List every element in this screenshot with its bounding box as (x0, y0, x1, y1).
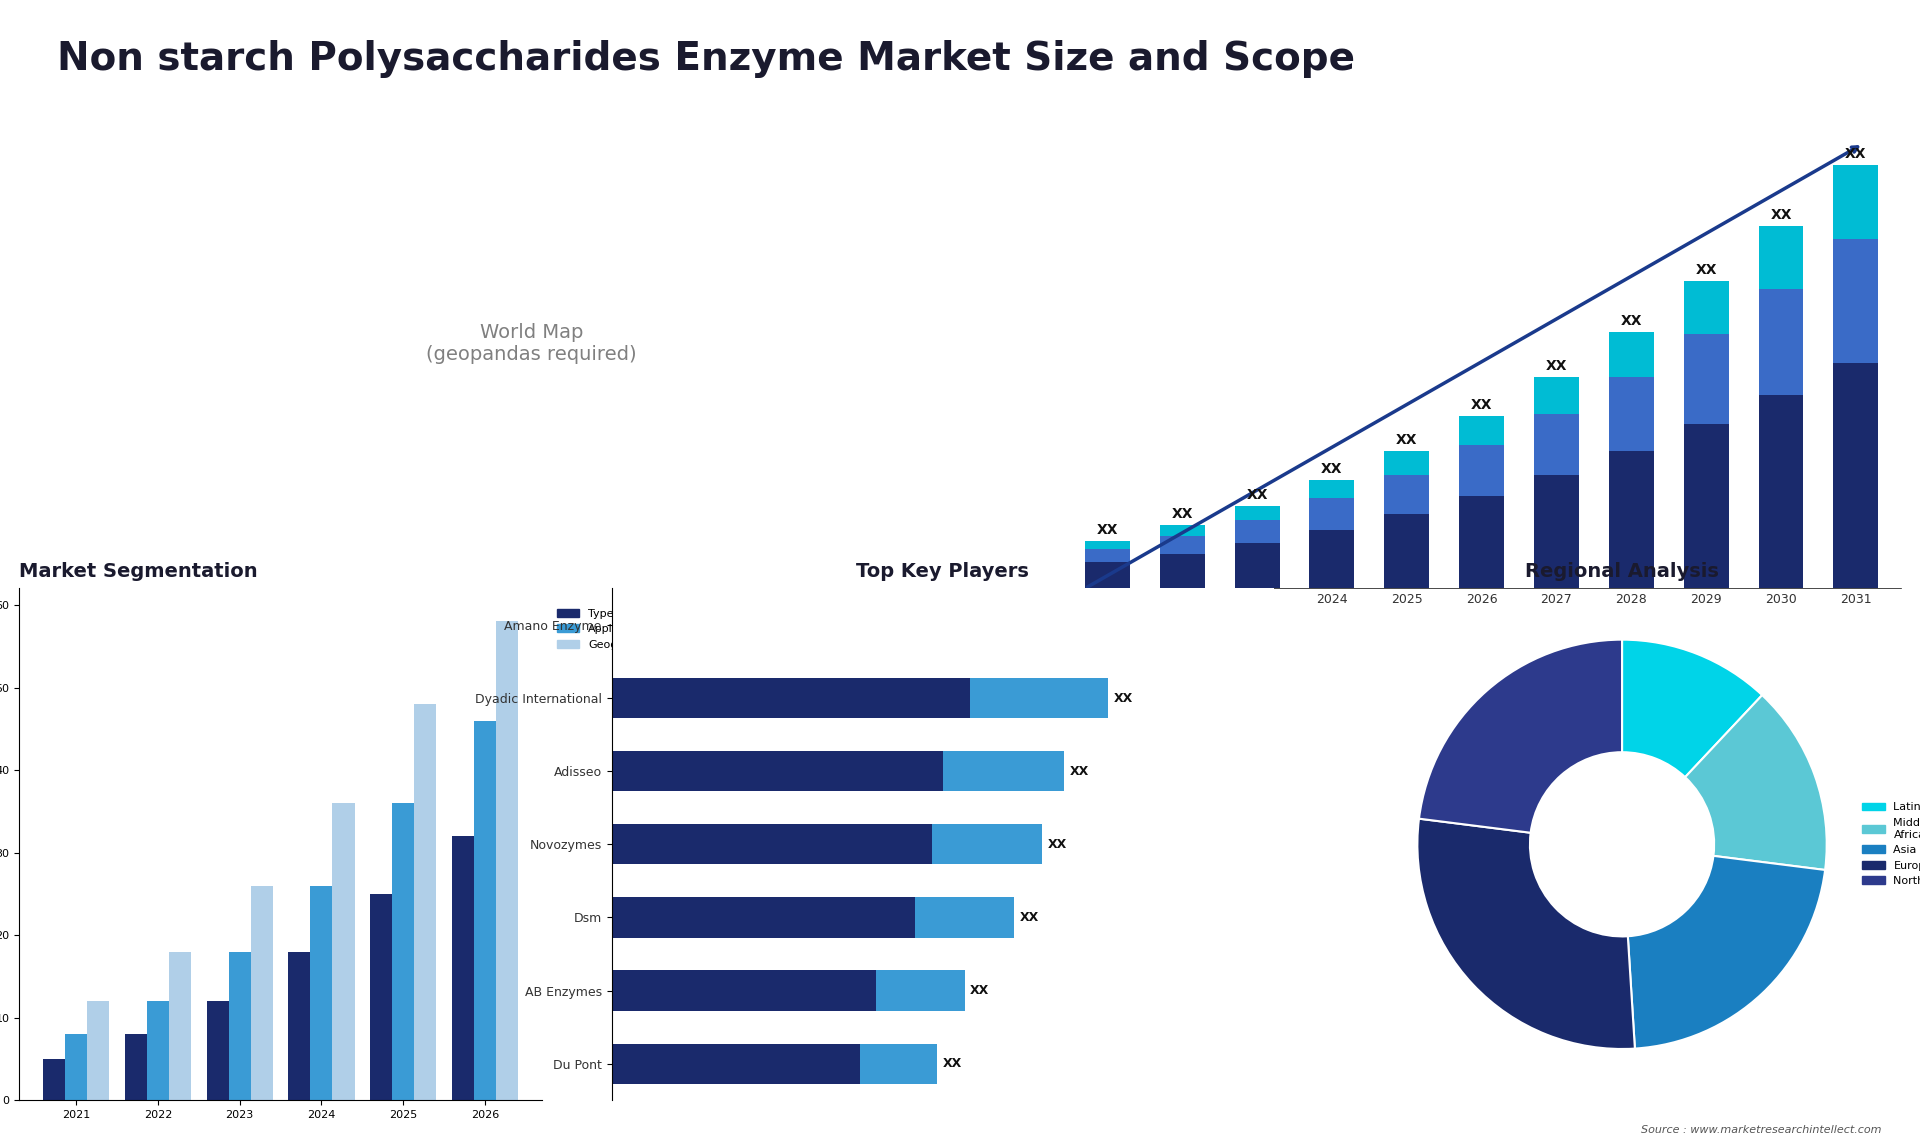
Bar (1160, 535, 1204, 554)
Text: World Map
(geopandas required): World Map (geopandas required) (426, 323, 637, 364)
Text: XX: XX (970, 984, 989, 997)
Bar (1384, 474, 1428, 515)
Bar (970, 678, 1108, 719)
Bar (1534, 474, 1578, 589)
Legend: Latin America, Middle East &
Africa, Asia Pacific, Europe, North America: Latin America, Middle East & Africa, Asi… (1859, 798, 1920, 890)
Bar (86, 1002, 109, 1100)
Text: XX: XX (1845, 147, 1866, 160)
Bar (252, 886, 273, 1100)
Text: XX: XX (1546, 359, 1567, 372)
Bar (1459, 446, 1503, 496)
Text: XX: XX (943, 1057, 962, 1070)
Bar (1684, 281, 1728, 335)
Text: XX: XX (1396, 433, 1417, 447)
Bar (474, 721, 495, 1100)
Text: XX: XX (1020, 911, 1039, 924)
Bar (311, 886, 332, 1100)
Bar (1309, 480, 1354, 499)
Bar (1534, 414, 1578, 474)
Bar (392, 803, 415, 1100)
Bar (612, 897, 916, 937)
Title: Top Key Players: Top Key Players (856, 563, 1029, 581)
Bar (415, 704, 436, 1100)
Title: Regional Analysis: Regional Analysis (1524, 563, 1718, 581)
Text: XX: XX (1246, 488, 1267, 502)
Text: Market Segmentation: Market Segmentation (19, 563, 257, 581)
Bar (1160, 554, 1204, 589)
Bar (332, 803, 355, 1100)
Bar (495, 621, 518, 1100)
Bar (1834, 165, 1878, 238)
Text: XX: XX (1471, 399, 1492, 413)
Legend: Type, Application, Geography: Type, Application, Geography (553, 604, 655, 654)
Bar (65, 1034, 86, 1100)
Bar (207, 1002, 228, 1100)
Bar (860, 1044, 937, 1084)
Bar (146, 1002, 169, 1100)
Bar (943, 751, 1064, 792)
Bar (1609, 450, 1653, 589)
Text: XX: XX (1114, 692, 1133, 705)
Text: Non starch Polysaccharides Enzyme Market Size and Scope: Non starch Polysaccharides Enzyme Market… (58, 40, 1356, 78)
Wedge shape (1686, 696, 1826, 870)
Text: XX: XX (1171, 507, 1192, 521)
Bar (125, 1034, 146, 1100)
Bar (1759, 226, 1803, 289)
Bar (1235, 519, 1279, 543)
Bar (1085, 541, 1129, 549)
Bar (1235, 543, 1279, 589)
Bar (42, 1059, 65, 1100)
Bar (1534, 377, 1578, 414)
Text: XX: XX (1048, 838, 1068, 850)
Bar (612, 751, 943, 792)
Bar (288, 951, 311, 1100)
Bar (1609, 377, 1653, 450)
Bar (1085, 562, 1129, 589)
Text: XX: XX (1620, 314, 1642, 328)
Bar (1684, 424, 1728, 589)
Text: XX: XX (1069, 764, 1089, 778)
Bar (1459, 496, 1503, 589)
Bar (169, 951, 190, 1100)
Wedge shape (1417, 818, 1636, 1049)
Bar (371, 894, 392, 1100)
Bar (1834, 238, 1878, 363)
Wedge shape (1628, 856, 1826, 1049)
Text: XX: XX (1321, 462, 1342, 476)
Bar (1684, 335, 1728, 424)
Bar (876, 971, 964, 1011)
Wedge shape (1419, 639, 1622, 833)
Bar (916, 897, 1014, 937)
Bar (1459, 416, 1503, 446)
Bar (1309, 499, 1354, 531)
Text: XX: XX (1695, 264, 1716, 277)
Bar (612, 971, 876, 1011)
Bar (1834, 363, 1878, 589)
Text: Source : www.marketresearchintellect.com: Source : www.marketresearchintellect.com (1642, 1124, 1882, 1135)
Bar (1759, 289, 1803, 395)
Bar (1309, 531, 1354, 589)
Text: XX: XX (1770, 207, 1791, 221)
Wedge shape (1622, 639, 1763, 777)
Bar (1384, 515, 1428, 589)
Bar (612, 1044, 860, 1084)
Text: XX: XX (1096, 523, 1117, 536)
Bar (612, 678, 970, 719)
Bar (228, 951, 252, 1100)
Bar (451, 837, 474, 1100)
Bar (1085, 549, 1129, 562)
Bar (1384, 450, 1428, 474)
Bar (931, 824, 1043, 864)
Bar (1759, 395, 1803, 589)
Bar (1235, 507, 1279, 519)
Bar (1160, 525, 1204, 535)
Bar (1609, 331, 1653, 377)
Bar (612, 824, 931, 864)
